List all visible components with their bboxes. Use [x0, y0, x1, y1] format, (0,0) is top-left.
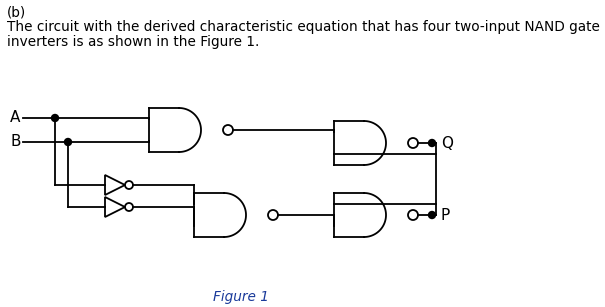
Circle shape	[428, 139, 436, 146]
Text: inverters is as shown in the Figure 1.: inverters is as shown in the Figure 1.	[7, 35, 260, 49]
Text: Figure 1: Figure 1	[213, 290, 269, 304]
Text: A: A	[10, 111, 21, 126]
Circle shape	[428, 212, 436, 219]
Text: P: P	[441, 208, 450, 223]
Circle shape	[51, 115, 59, 122]
Text: (b): (b)	[7, 6, 26, 20]
Circle shape	[65, 138, 71, 146]
Text: B: B	[10, 134, 21, 150]
Text: Q: Q	[441, 135, 453, 150]
Text: The circuit with the derived characteristic equation that has four two-input NAN: The circuit with the derived characteris…	[7, 20, 605, 34]
